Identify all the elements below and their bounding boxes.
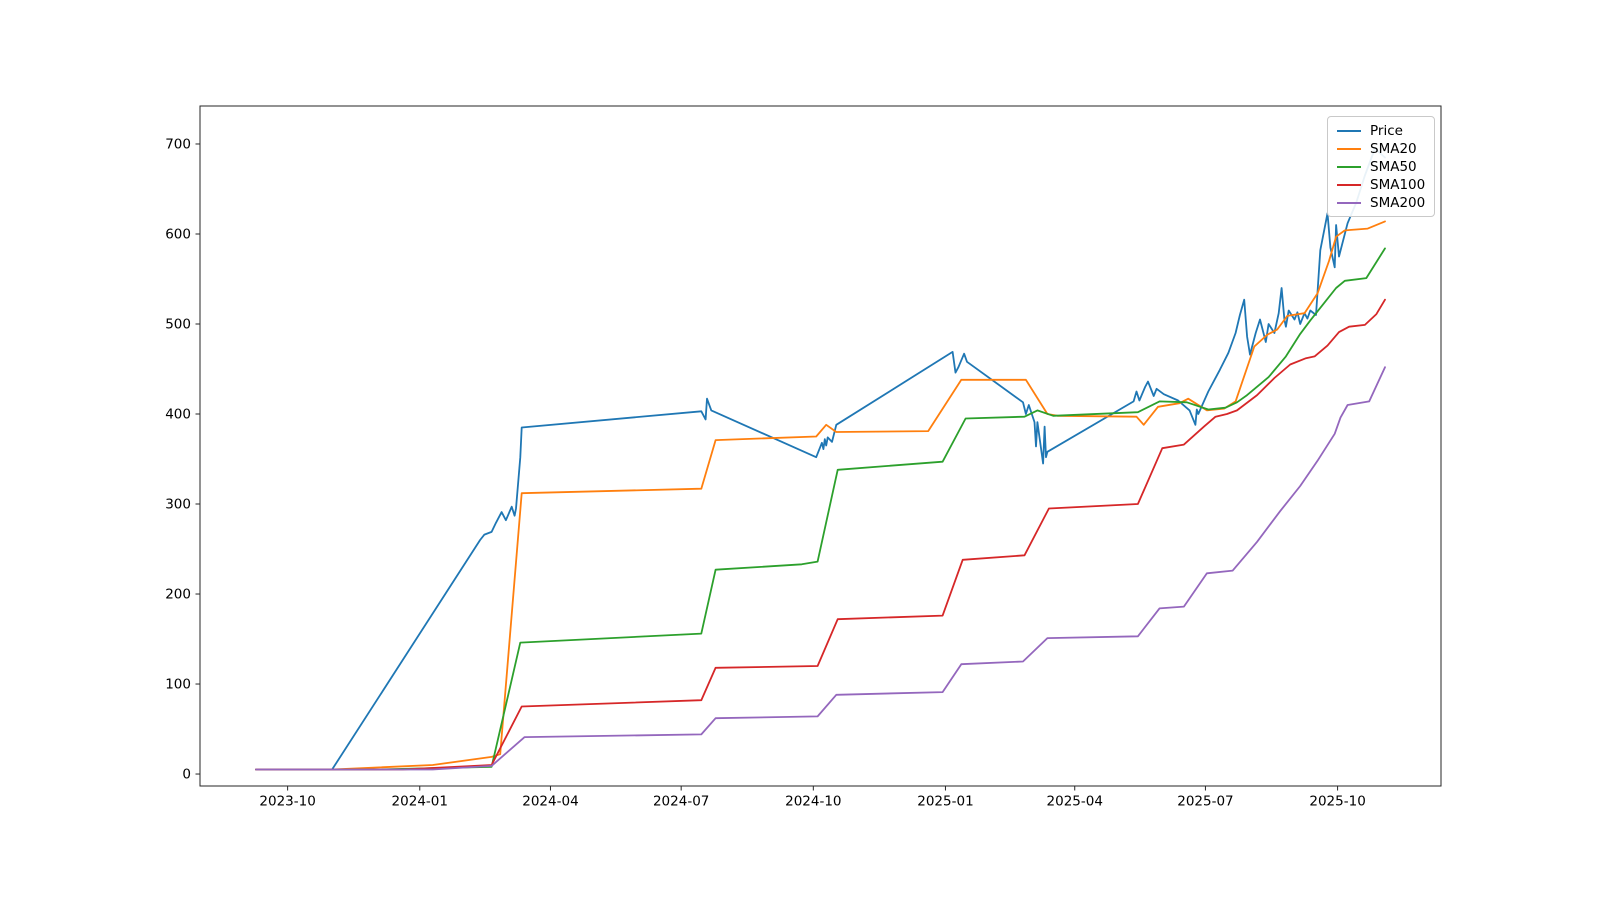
series-line-sma200 xyxy=(255,366,1386,771)
x-tick-label: 2023-10 xyxy=(259,794,315,810)
legend-item-sma20: SMA20 xyxy=(1337,140,1426,158)
legend-label-sma200: SMA200 xyxy=(1370,195,1426,211)
y-tick-label: 100 xyxy=(165,677,191,693)
x-tick-label: 2024-04 xyxy=(522,794,578,810)
sma50-line-sample-icon xyxy=(1337,166,1361,168)
x-tick-label: 2024-07 xyxy=(653,794,709,810)
y-tick-label: 200 xyxy=(165,587,191,603)
x-tick-label: 2025-04 xyxy=(1047,794,1103,810)
legend-label-sma50: SMA50 xyxy=(1370,159,1417,175)
sma200-line-sample-icon xyxy=(1337,202,1361,204)
legend-item-sma100: SMA100 xyxy=(1337,176,1426,194)
y-tick-label: 500 xyxy=(165,316,191,332)
x-tick-label: 2024-10 xyxy=(785,794,841,810)
legend-item-price: Price xyxy=(1337,122,1426,140)
series-line-sma20 xyxy=(255,220,1386,771)
price-line-sample-icon xyxy=(1337,130,1361,132)
y-tick-label: 400 xyxy=(165,407,191,423)
y-tick-label: 600 xyxy=(165,226,191,242)
legend-label-price: Price xyxy=(1370,123,1403,139)
plot-frame xyxy=(199,105,1442,787)
legend-label-sma20: SMA20 xyxy=(1370,141,1417,157)
series-line-sma50 xyxy=(255,247,1386,771)
y-tick-label: 300 xyxy=(165,497,191,513)
legend: Price SMA20 SMA50 SMA100 SMA200 xyxy=(1327,116,1435,217)
series-line-price xyxy=(255,147,1386,771)
y-tick-label: 700 xyxy=(165,136,191,152)
sma100-line-sample-icon xyxy=(1337,184,1361,186)
legend-label-sma100: SMA100 xyxy=(1370,177,1426,193)
x-tick-label: 2024-01 xyxy=(392,794,448,810)
legend-item-sma200: SMA200 xyxy=(1337,194,1426,212)
legend-item-sma50: SMA50 xyxy=(1337,158,1426,176)
x-tick-label: 2025-07 xyxy=(1177,794,1233,810)
x-tick-label: 2025-10 xyxy=(1309,794,1365,810)
y-tick-label: 0 xyxy=(182,767,191,783)
x-tick-label: 2025-01 xyxy=(917,794,973,810)
sma20-line-sample-icon xyxy=(1337,148,1361,150)
series-line-sma100 xyxy=(255,298,1386,771)
